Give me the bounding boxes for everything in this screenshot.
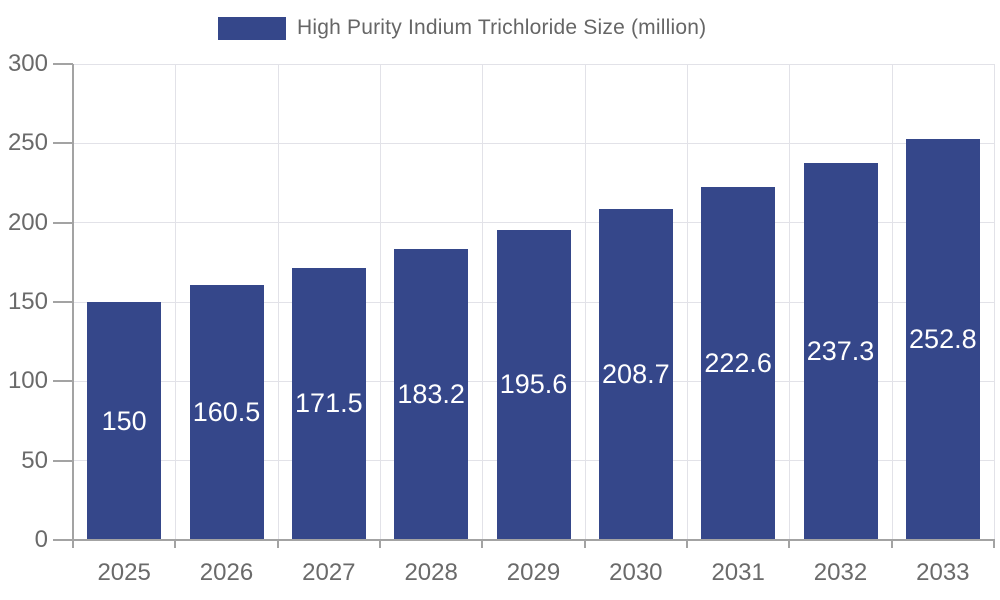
legend-label: High Purity Indium Trichloride Size (mil… (297, 16, 707, 39)
bar-2028[interactable]: 183.2 (394, 249, 469, 540)
y-tick (53, 301, 73, 303)
bar-2030[interactable]: 208.7 (598, 208, 673, 540)
x-tick (788, 540, 791, 548)
bar-2027[interactable]: 171.5 (291, 267, 366, 540)
bar-2032[interactable]: 237.3 (803, 163, 878, 540)
bar-2026[interactable]: 160.5 (189, 285, 264, 540)
x-tick (379, 540, 381, 548)
legend[interactable]: High Purity Indium Trichloride Size (mil… (218, 16, 706, 40)
bar-value-label: 222.6 (704, 347, 772, 378)
x-axis-tick-label: 2028 (404, 559, 458, 586)
x-tick (72, 540, 74, 548)
y-axis-tick-label: 150 (7, 288, 48, 315)
y-tick (53, 459, 73, 462)
x-axis-tick-label: 2033 (916, 559, 970, 586)
bar-2025[interactable]: 150 (87, 302, 162, 540)
legend-swatch (218, 16, 286, 40)
y-axis-tick-label: 0 (34, 526, 48, 553)
x-tick (276, 540, 279, 548)
y-tick (53, 142, 73, 145)
x-tick (993, 540, 995, 548)
bar-value-label: 195.6 (499, 369, 568, 400)
bar-value-label: 183.2 (397, 379, 465, 410)
x-tick (481, 540, 484, 548)
bar-value-label: 171.5 (295, 388, 363, 419)
y-gridline (73, 142, 994, 144)
x-tick (686, 540, 688, 548)
x-axis-tick-label: 2026 (199, 559, 254, 586)
y-axis-tick-label: 50 (21, 446, 48, 474)
y-gridline (73, 222, 994, 224)
x-tick (583, 540, 586, 548)
x-tick (890, 540, 893, 548)
y-tick (53, 221, 73, 224)
bar-2029[interactable]: 195.6 (496, 229, 571, 540)
y-axis-tick-label: 300 (7, 50, 48, 77)
y-gridline (73, 63, 994, 65)
bar-value-label: 237.3 (806, 336, 875, 367)
y-tick (53, 539, 73, 541)
y-tick (53, 380, 73, 383)
y-axis-tick-label: 250 (7, 129, 48, 157)
bar-value-label: 208.7 (602, 358, 670, 389)
bar-2033[interactable]: 252.8 (905, 138, 980, 540)
y-axis-tick-label: 100 (7, 367, 48, 395)
bar-value-label: 160.5 (192, 397, 261, 428)
x-axis-tick-label: 2027 (302, 559, 356, 586)
y-axis-line (72, 64, 74, 548)
x-axis-line (72, 539, 995, 541)
bar-2031[interactable]: 222.6 (701, 186, 776, 540)
y-axis-tick-label: 200 (7, 208, 48, 236)
x-tick (174, 540, 177, 548)
x-axis-tick-label: 2030 (609, 559, 663, 586)
x-axis-tick-label: 2025 (97, 559, 151, 586)
x-axis-tick-label: 2032 (813, 559, 868, 586)
x-axis-tick-label: 2031 (711, 559, 765, 586)
x-axis-tick-label: 2029 (506, 559, 561, 586)
x-gridline (994, 64, 995, 540)
y-tick (53, 63, 73, 65)
bar-value-label: 150 (101, 405, 147, 436)
bar-value-label: 252.8 (909, 323, 977, 354)
